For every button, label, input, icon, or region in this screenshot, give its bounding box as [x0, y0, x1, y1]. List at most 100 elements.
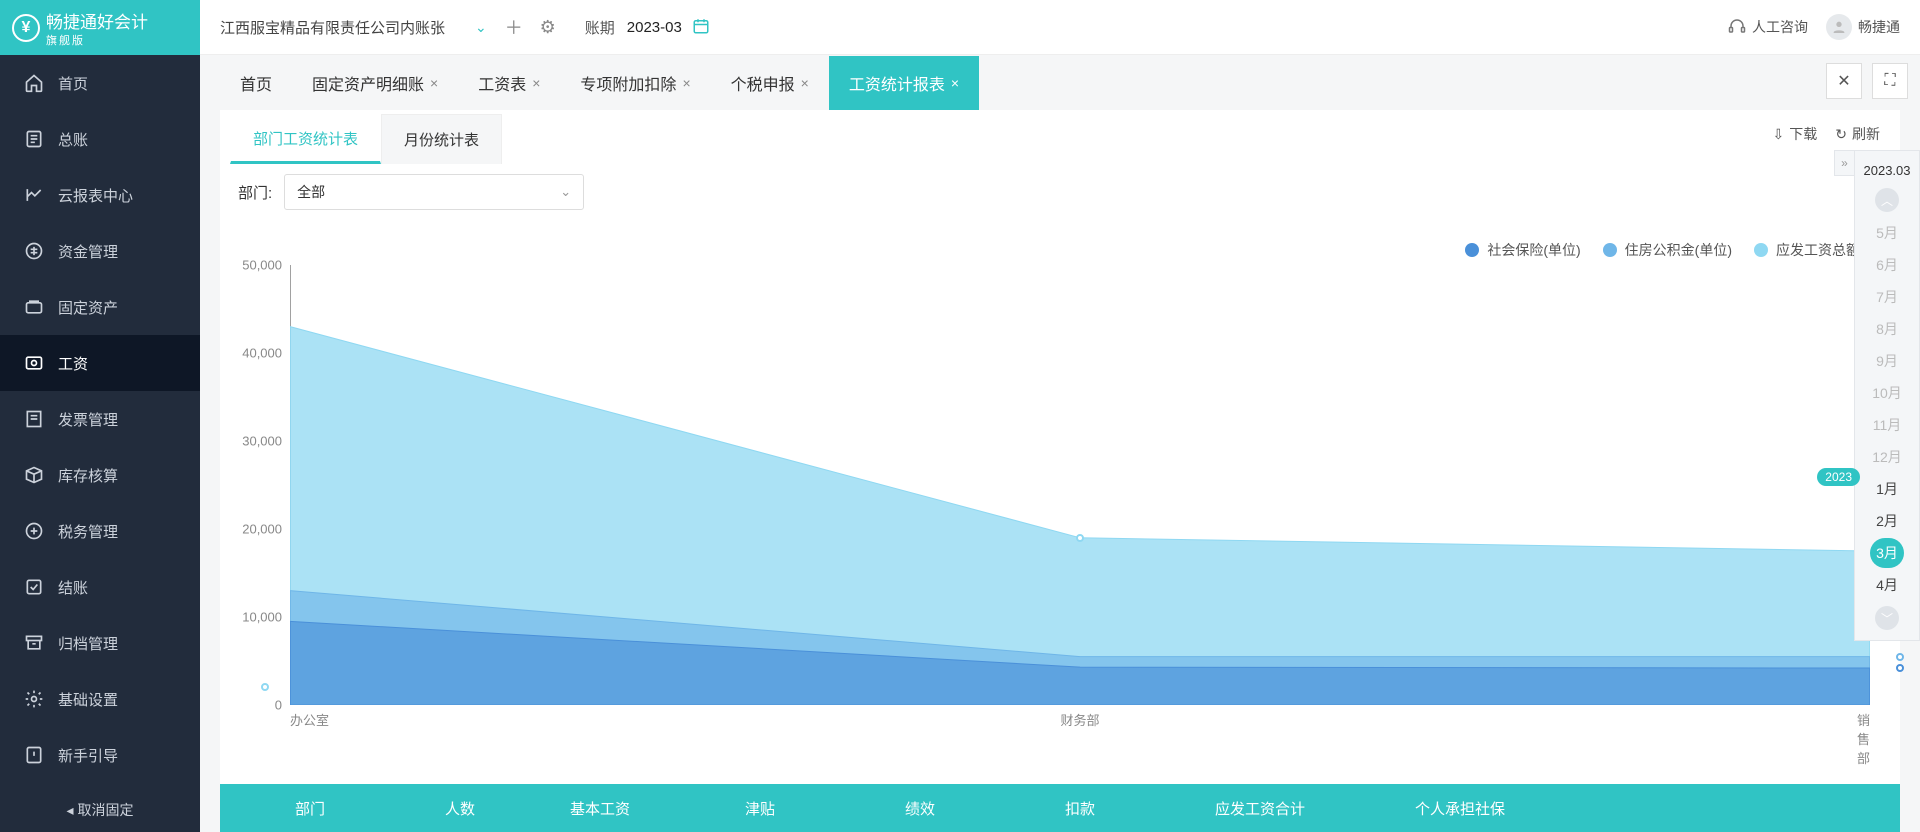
- month-item[interactable]: 3月: [1870, 538, 1904, 568]
- month-prev-button[interactable]: ︿: [1875, 188, 1899, 212]
- help-button[interactable]: 人工咨询: [1728, 17, 1808, 38]
- tabs-bar: 首页固定资产明细账×工资表×专项附加扣除×个税申报×工资统计报表× ✕ ⛶: [200, 55, 1920, 110]
- x-axis-tick-label: 财务部: [1060, 710, 1099, 729]
- tab-label: 专项附加扣除: [580, 71, 676, 95]
- month-item: 8月: [1870, 314, 1904, 344]
- subtab[interactable]: 部门工资统计表: [230, 114, 381, 164]
- sidebar-item-label: 云报表中心: [58, 185, 133, 206]
- invoice-icon: [24, 409, 44, 429]
- month-item: 10月: [1870, 378, 1904, 408]
- month-item: 12月: [1870, 442, 1904, 472]
- sidebar-item-report[interactable]: 云报表中心: [0, 167, 200, 223]
- home-icon: [24, 73, 44, 93]
- close-icon[interactable]: ×: [682, 75, 690, 91]
- subtab[interactable]: 月份统计表: [381, 114, 502, 164]
- legend-label: 社会保险(单位): [1487, 240, 1580, 260]
- y-axis-tick-label: 30,000: [242, 434, 282, 449]
- avatar-icon: [1826, 14, 1852, 40]
- close-icon[interactable]: ×: [951, 75, 959, 91]
- content-area: 部门工资统计表月份统计表 ⇩ 下载 ↻ 刷新 部门: 全部 ⌄: [200, 110, 1920, 832]
- asset-icon: [24, 297, 44, 317]
- sidebar-item-stock[interactable]: 库存核算: [0, 447, 200, 503]
- close-icon[interactable]: ×: [532, 75, 540, 91]
- table-column-header: 绩效: [840, 798, 1000, 819]
- month-item[interactable]: 4月: [1870, 570, 1904, 600]
- calendar-icon[interactable]: [692, 17, 710, 38]
- period-value: 2023-03: [627, 19, 682, 36]
- sidebar-item-fund[interactable]: 资金管理: [0, 223, 200, 279]
- refresh-button[interactable]: ↻ 刷新: [1835, 124, 1880, 144]
- month-item[interactable]: 2月: [1870, 506, 1904, 536]
- add-button[interactable]: ＋: [497, 10, 531, 44]
- topbar: 江西服宝精品有限责任公司内账张 ⌄ ＋ ⚙ 账期 2023-03 人工咨询: [200, 0, 1920, 55]
- month-panel-collapse[interactable]: »: [1834, 150, 1854, 176]
- chevron-down-icon: ⌄: [475, 19, 487, 36]
- sidebar-item-guide[interactable]: 新手引导: [0, 727, 200, 783]
- legend-dot-icon: [1754, 243, 1768, 257]
- period-label: 账期: [585, 17, 615, 38]
- chart-area: 010,00020,00030,00040,00050,000办公室财务部销售部: [290, 265, 1870, 705]
- month-item: 6月: [1870, 250, 1904, 280]
- close-icon[interactable]: ×: [430, 75, 438, 91]
- tab[interactable]: 专项附加扣除 ×: [560, 56, 710, 110]
- y-axis-tick-label: 50,000: [242, 258, 282, 273]
- sidebar-item-ledger[interactable]: 总账: [0, 111, 200, 167]
- table-header: 部门人数基本工资津贴绩效扣款应发工资合计个人承担社保: [220, 784, 1900, 832]
- tab[interactable]: 工资表×: [458, 56, 560, 110]
- sidebar-item-tax[interactable]: 税务管理: [0, 503, 200, 559]
- close-icon[interactable]: ×: [801, 75, 809, 91]
- main-area: 江西服宝精品有限责任公司内账张 ⌄ ＋ ⚙ 账期 2023-03 人工咨询: [200, 0, 1920, 832]
- settings-gear-icon[interactable]: ⚙: [531, 10, 565, 44]
- sidebar-item-close[interactable]: 结账: [0, 559, 200, 615]
- sidebar-item-salary[interactable]: 工资: [0, 335, 200, 391]
- month-next-button[interactable]: ﹀: [1875, 606, 1899, 630]
- sidebar-item-label: 工资: [58, 353, 88, 374]
- series-endpoint-marker: [1896, 653, 1904, 661]
- tab[interactable]: 首页: [220, 56, 292, 110]
- sidebar-item-label: 税务管理: [58, 521, 118, 542]
- chart-container: 社会保险(单位)住房公积金(单位)应发工资总额 010,00020,00030,…: [220, 220, 1900, 784]
- legend-item[interactable]: 社会保险(单位): [1465, 240, 1580, 260]
- tab-label: 固定资产明细账: [312, 71, 424, 95]
- sidebar-item-settings[interactable]: 基础设置: [0, 671, 200, 727]
- user-menu[interactable]: 畅捷通: [1826, 14, 1900, 40]
- sidebar-item-archive[interactable]: 归档管理: [0, 615, 200, 671]
- y-axis-tick-label: 0: [275, 698, 282, 713]
- salary-icon: [24, 353, 44, 373]
- sidebar-item-invoice[interactable]: 发票管理: [0, 391, 200, 447]
- series-marker: [1076, 534, 1084, 542]
- y-axis-tick-label: 20,000: [242, 522, 282, 537]
- month-item[interactable]: 1月: [1870, 474, 1904, 504]
- sidebar-item-asset[interactable]: 固定资产: [0, 279, 200, 335]
- tab[interactable]: 个税申报×: [711, 56, 829, 110]
- brand-name: 畅捷通好会计: [46, 13, 148, 32]
- sidebar-item-home[interactable]: 首页: [0, 55, 200, 111]
- refresh-icon: ↻: [1835, 126, 1847, 143]
- tab[interactable]: 固定资产明细账 ×: [292, 56, 458, 110]
- guide-icon: [24, 745, 44, 765]
- legend-item[interactable]: 应发工资总额: [1754, 240, 1860, 260]
- legend-label: 应发工资总额: [1776, 240, 1860, 260]
- fullscreen-button[interactable]: ⛶: [1872, 63, 1908, 99]
- company-selector[interactable]: 江西服宝精品有限责任公司内账张 ⌄: [210, 0, 497, 54]
- table-column-header: 基本工资: [520, 798, 680, 819]
- y-axis-tick-label: 10,000: [242, 610, 282, 625]
- sidebar-item-label: 首页: [58, 73, 88, 94]
- legend-label: 住房公积金(单位): [1625, 240, 1732, 260]
- y-axis-tick-label: 40,000: [242, 346, 282, 361]
- chevron-left-icon: ◂: [66, 802, 73, 819]
- download-button[interactable]: ⇩ 下载: [1773, 124, 1818, 144]
- chevron-down-icon: ⌄: [560, 184, 571, 200]
- fund-icon: [24, 241, 44, 261]
- cancel-fix-button[interactable]: ◂ 取消固定: [0, 788, 200, 832]
- tab-label: 工资统计报表: [849, 71, 945, 95]
- close-all-tabs-button[interactable]: ✕: [1826, 63, 1862, 99]
- legend-item[interactable]: 住房公积金(单位): [1603, 240, 1732, 260]
- table-column-header: 个人承担社保: [1360, 798, 1560, 819]
- department-select[interactable]: 全部 ⌄: [284, 174, 584, 210]
- tab[interactable]: 工资统计报表 ×: [829, 56, 979, 110]
- legend-dot-icon: [1465, 243, 1479, 257]
- area-chart: [290, 265, 1870, 705]
- legend-dot-icon: [1603, 243, 1617, 257]
- logo-bar: ¥ 畅捷通好会计 旗舰版: [0, 0, 200, 55]
